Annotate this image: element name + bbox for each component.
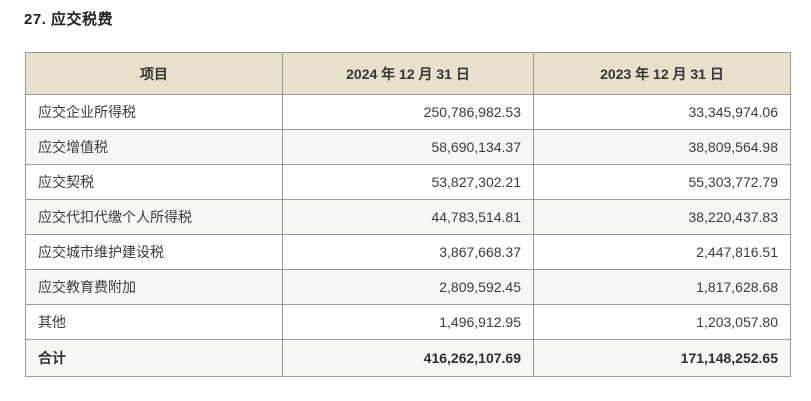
table-row: 应交城市维护建设税 3,867,668.37 2,447,816.51 <box>25 234 791 270</box>
value-2023: 1,203,057.80 <box>533 304 791 340</box>
table-row: 应交增值税 58,690,134.37 38,809,564.98 <box>25 129 791 165</box>
value-2024: 2,809,592.45 <box>282 269 534 305</box>
value-2024: 250,786,982.53 <box>282 94 534 130</box>
value-2024: 58,690,134.37 <box>282 129 534 165</box>
table-header-row: 项目 2024 年 12 月 31 日 2023 年 12 月 31 日 <box>25 52 791 95</box>
row-label: 应交企业所得税 <box>25 94 283 130</box>
value-2024: 3,867,668.37 <box>282 234 534 270</box>
row-label: 其他 <box>25 304 283 340</box>
page-title: 27. 应交税费 <box>24 11 114 28</box>
value-2023: 33,345,974.06 <box>533 94 791 130</box>
column-header-2024: 2024 年 12 月 31 日 <box>282 52 534 95</box>
value-2023: 38,809,564.98 <box>533 129 791 165</box>
row-label: 应交增值税 <box>25 129 283 165</box>
row-label: 应交代扣代缴个人所得税 <box>25 199 283 235</box>
total-value-2024: 416,262,107.69 <box>282 339 534 377</box>
value-2023: 2,447,816.51 <box>533 234 791 270</box>
taxes-payable-table: 项目 2024 年 12 月 31 日 2023 年 12 月 31 日 应交企… <box>25 52 791 377</box>
column-header-2023: 2023 年 12 月 31 日 <box>533 52 791 95</box>
table-row: 应交代扣代缴个人所得税 44,783,514.81 38,220,437.83 <box>25 199 791 235</box>
total-label: 合计 <box>25 339 283 377</box>
row-label: 应交教育费附加 <box>25 269 283 305</box>
value-2024: 53,827,302.21 <box>282 164 534 200</box>
value-2023: 1,817,628.68 <box>533 269 791 305</box>
table-row: 应交教育费附加 2,809,592.45 1,817,628.68 <box>25 269 791 305</box>
value-2024: 1,496,912.95 <box>282 304 534 340</box>
value-2023: 55,303,772.79 <box>533 164 791 200</box>
row-label: 应交城市维护建设税 <box>25 234 283 270</box>
value-2023: 38,220,437.83 <box>533 199 791 235</box>
column-header-item: 项目 <box>25 52 283 95</box>
value-2024: 44,783,514.81 <box>282 199 534 235</box>
table-row: 应交契税 53,827,302.21 55,303,772.79 <box>25 164 791 200</box>
table-total-row: 合计 416,262,107.69 171,148,252.65 <box>25 339 791 377</box>
row-label: 应交契税 <box>25 164 283 200</box>
total-value-2023: 171,148,252.65 <box>533 339 791 377</box>
table-row: 应交企业所得税 250,786,982.53 33,345,974.06 <box>25 94 791 130</box>
table-row: 其他 1,496,912.95 1,203,057.80 <box>25 304 791 340</box>
